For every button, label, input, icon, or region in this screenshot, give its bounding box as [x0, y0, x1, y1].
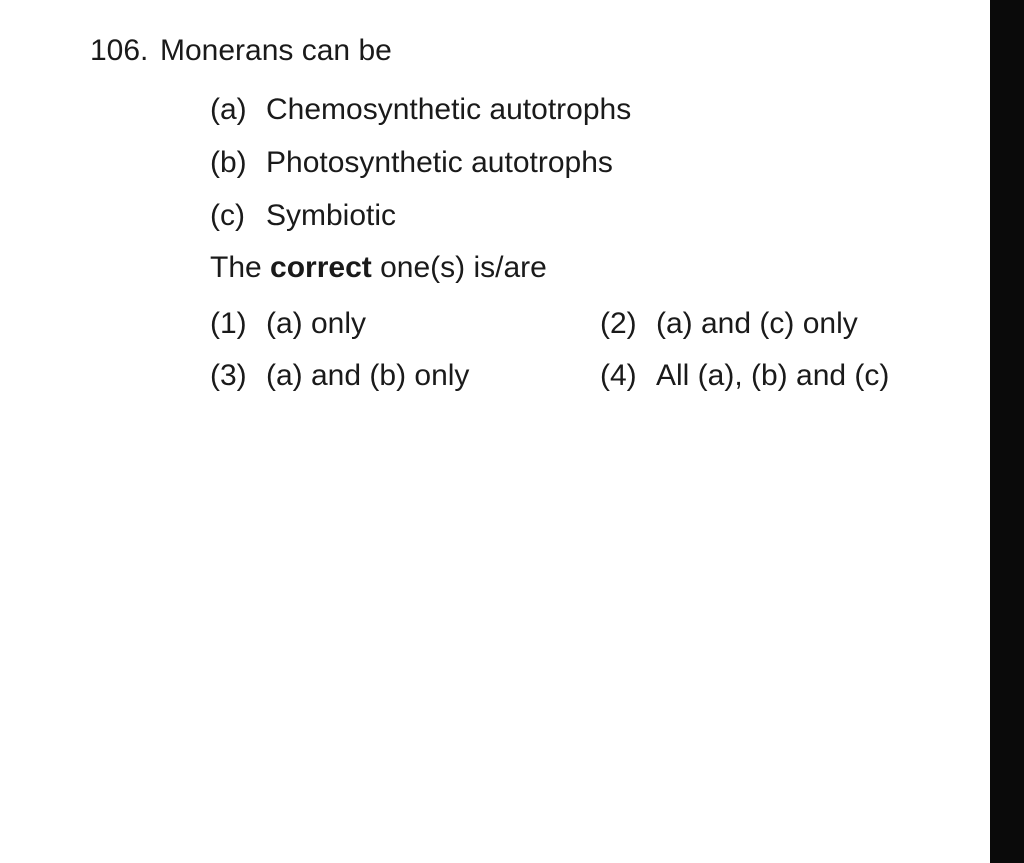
- question-number: 106.: [90, 30, 160, 72]
- prompt-bold: correct: [270, 251, 372, 284]
- question-stem: Monerans can be: [160, 30, 392, 72]
- option-4: (4) All (a), (b) and (c): [600, 359, 964, 393]
- option-1: (1) (a) only: [210, 307, 590, 341]
- answer-prompt: The correct one(s) is/are: [210, 251, 964, 285]
- statement-b: (b) Photosynthetic autotrophs: [210, 143, 964, 182]
- statement-text: Photosynthetic autotrophs: [266, 143, 613, 182]
- option-text: (a) and (c) only: [656, 307, 858, 341]
- option-2: (2) (a) and (c) only: [600, 307, 964, 341]
- statement-text: Chemosynthetic autotrophs: [266, 90, 631, 129]
- option-3: (3) (a) and (b) only: [210, 359, 590, 393]
- statement-label: (c): [210, 196, 266, 235]
- option-label: (4): [600, 359, 656, 393]
- option-label: (3): [210, 359, 266, 393]
- option-label: (1): [210, 307, 266, 341]
- option-text: (a) and (b) only: [266, 359, 469, 393]
- prompt-post: one(s) is/are: [372, 251, 547, 284]
- question-page: 106. Monerans can be (a) Chemosynthetic …: [0, 0, 1024, 863]
- option-grid: (1) (a) only (2) (a) and (c) only (3) (a…: [210, 307, 964, 393]
- right-edge-band: [990, 0, 1024, 863]
- option-text: All (a), (b) and (c): [656, 359, 889, 393]
- statement-list: (a) Chemosynthetic autotrophs (b) Photos…: [210, 90, 964, 235]
- statement-c: (c) Symbiotic: [210, 196, 964, 235]
- statement-label: (b): [210, 143, 266, 182]
- prompt-pre: The: [210, 251, 270, 284]
- statement-label: (a): [210, 90, 266, 129]
- statement-text: Symbiotic: [266, 196, 396, 235]
- option-label: (2): [600, 307, 656, 341]
- question-header: 106. Monerans can be: [90, 30, 964, 72]
- statement-a: (a) Chemosynthetic autotrophs: [210, 90, 964, 129]
- option-text: (a) only: [266, 307, 366, 341]
